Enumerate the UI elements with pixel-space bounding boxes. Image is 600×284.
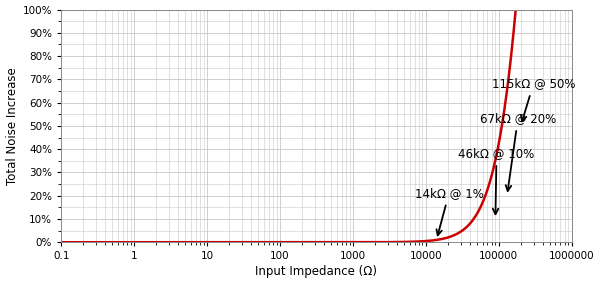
X-axis label: Input Impedance (Ω): Input Impedance (Ω) (256, 266, 377, 278)
Y-axis label: Total Noise Increase: Total Noise Increase (5, 67, 19, 185)
Text: 14kΩ @ 1%: 14kΩ @ 1% (415, 187, 484, 235)
Text: 115kΩ @ 50%: 115kΩ @ 50% (491, 78, 575, 121)
Text: 67kΩ @ 20%: 67kΩ @ 20% (480, 112, 556, 191)
Text: 46kΩ @ 10%: 46kΩ @ 10% (458, 147, 535, 214)
